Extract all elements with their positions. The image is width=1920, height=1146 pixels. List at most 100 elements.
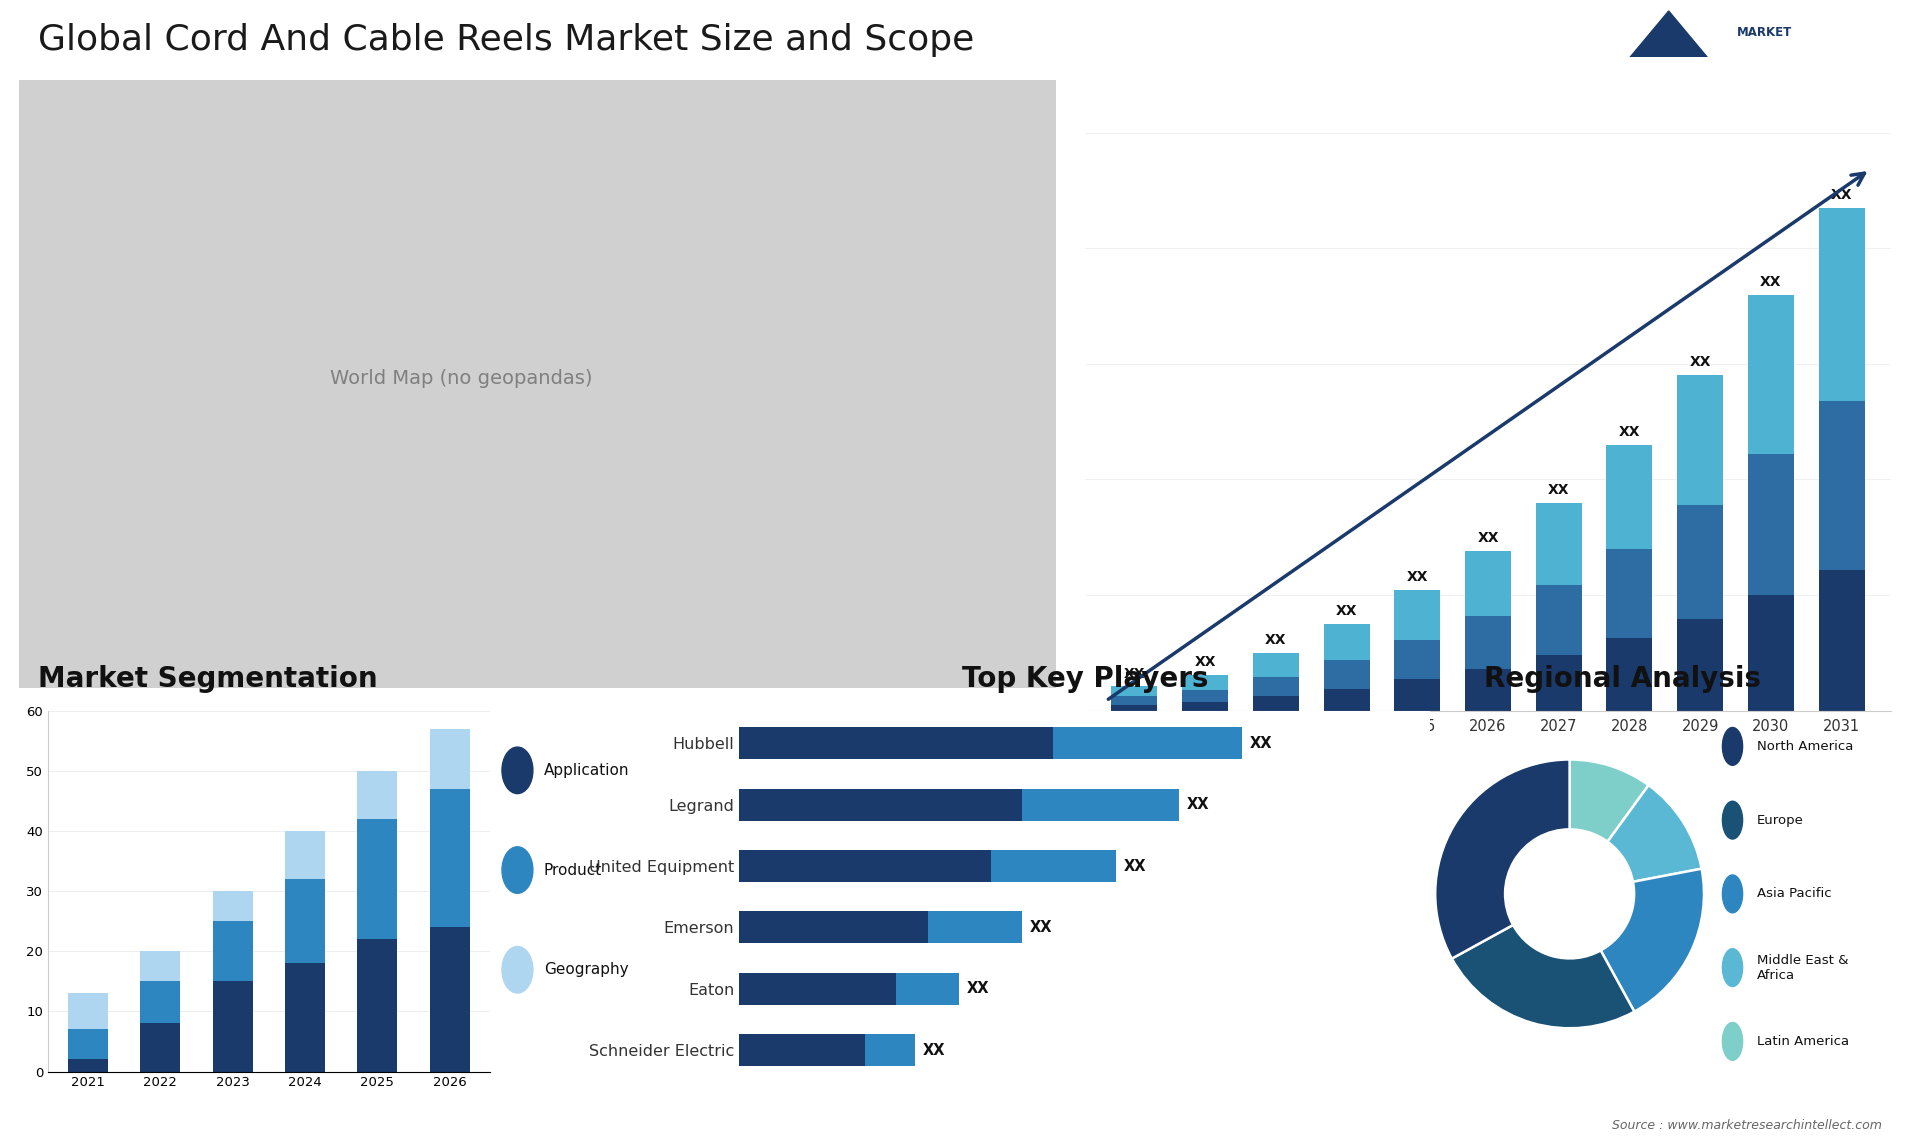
Circle shape xyxy=(1722,876,1743,912)
Text: XX: XX xyxy=(1832,188,1853,202)
Bar xyxy=(739,1034,864,1066)
Bar xyxy=(430,788,470,927)
Text: XX: XX xyxy=(924,1043,945,1058)
Text: Regional Analysis: Regional Analysis xyxy=(1484,666,1761,693)
Text: Market Segmentation: Market Segmentation xyxy=(38,666,378,693)
Bar xyxy=(1021,788,1179,821)
Bar xyxy=(739,788,1021,821)
Text: INTELLECT: INTELLECT xyxy=(1738,104,1807,118)
Bar xyxy=(927,911,1021,943)
Bar xyxy=(1112,705,1158,711)
Bar xyxy=(1818,209,1864,401)
Bar xyxy=(1465,551,1511,617)
Bar xyxy=(1747,595,1793,711)
Bar xyxy=(1183,675,1229,690)
Text: Latin America: Latin America xyxy=(1757,1035,1849,1047)
Text: XX: XX xyxy=(1336,604,1357,618)
Bar xyxy=(1394,641,1440,680)
Bar xyxy=(1252,696,1298,711)
Text: M: M xyxy=(1657,60,1682,84)
Bar xyxy=(213,981,253,1072)
Bar xyxy=(1607,445,1653,549)
Bar xyxy=(357,940,397,1072)
Bar xyxy=(213,921,253,981)
Bar xyxy=(739,850,991,882)
Bar xyxy=(1112,686,1158,696)
Text: MARKET: MARKET xyxy=(1738,25,1793,39)
Text: XX: XX xyxy=(1029,920,1052,935)
Bar xyxy=(430,927,470,1072)
Text: RESEARCH: RESEARCH xyxy=(1738,65,1807,78)
Text: XX: XX xyxy=(1265,633,1286,646)
Text: Europe: Europe xyxy=(1757,814,1803,826)
Text: XX: XX xyxy=(966,981,989,996)
Bar xyxy=(1536,656,1582,711)
Bar xyxy=(140,951,180,981)
Text: XX: XX xyxy=(1123,858,1146,873)
Bar xyxy=(284,831,324,879)
Bar xyxy=(430,729,470,788)
Circle shape xyxy=(1722,728,1743,766)
Bar xyxy=(284,963,324,1072)
Text: XX: XX xyxy=(1407,570,1428,584)
Bar xyxy=(1747,295,1793,455)
Bar xyxy=(1394,680,1440,711)
Text: XX: XX xyxy=(1619,425,1640,439)
Bar xyxy=(1607,549,1653,638)
Bar xyxy=(1465,669,1511,711)
Wedge shape xyxy=(1436,760,1571,958)
Bar xyxy=(1323,660,1369,689)
Text: Top Key Players: Top Key Players xyxy=(962,666,1208,693)
Bar xyxy=(357,770,397,818)
Text: Geography: Geography xyxy=(543,963,628,978)
Bar xyxy=(1818,571,1864,711)
Wedge shape xyxy=(1601,869,1703,1012)
Bar xyxy=(1252,652,1298,676)
Bar xyxy=(140,981,180,1023)
Circle shape xyxy=(501,947,534,992)
Bar xyxy=(1747,455,1793,595)
Bar xyxy=(897,973,960,1005)
Wedge shape xyxy=(1452,925,1634,1028)
Bar xyxy=(1818,401,1864,571)
Text: XX: XX xyxy=(1476,532,1500,545)
Text: XX: XX xyxy=(1250,736,1271,751)
Polygon shape xyxy=(1619,11,1718,132)
Circle shape xyxy=(501,747,534,793)
Circle shape xyxy=(501,847,534,894)
Bar xyxy=(67,1059,108,1072)
Bar xyxy=(1394,590,1440,641)
Bar xyxy=(67,994,108,1029)
Text: North America: North America xyxy=(1757,740,1853,753)
Bar xyxy=(357,818,397,940)
Text: World Map (no geopandas): World Map (no geopandas) xyxy=(330,369,593,387)
Bar xyxy=(1678,375,1722,505)
Text: Global Cord And Cable Reels Market Size and Scope: Global Cord And Cable Reels Market Size … xyxy=(38,23,975,57)
Circle shape xyxy=(1722,1022,1743,1060)
Text: Application: Application xyxy=(543,763,630,778)
Text: XX: XX xyxy=(1194,656,1215,669)
Circle shape xyxy=(1722,801,1743,839)
Bar xyxy=(1607,638,1653,711)
Text: Asia Pacific: Asia Pacific xyxy=(1757,887,1832,901)
Wedge shape xyxy=(1607,785,1701,881)
Bar xyxy=(1678,505,1722,619)
Circle shape xyxy=(1722,949,1743,987)
Bar xyxy=(1112,696,1158,705)
Text: XX: XX xyxy=(1187,798,1210,813)
Bar xyxy=(213,892,253,921)
Bar xyxy=(864,1034,916,1066)
Bar xyxy=(1252,676,1298,696)
Wedge shape xyxy=(1569,760,1649,841)
Bar xyxy=(739,728,1054,760)
Bar xyxy=(1536,584,1582,656)
Bar xyxy=(1054,728,1242,760)
Bar xyxy=(284,879,324,963)
Bar xyxy=(140,1023,180,1072)
Bar xyxy=(739,973,897,1005)
Bar xyxy=(1678,619,1722,711)
Bar xyxy=(1465,617,1511,669)
Text: Middle East &
Africa: Middle East & Africa xyxy=(1757,953,1849,982)
Text: Source : www.marketresearchintellect.com: Source : www.marketresearchintellect.com xyxy=(1611,1120,1882,1132)
Text: XX: XX xyxy=(1548,482,1569,497)
